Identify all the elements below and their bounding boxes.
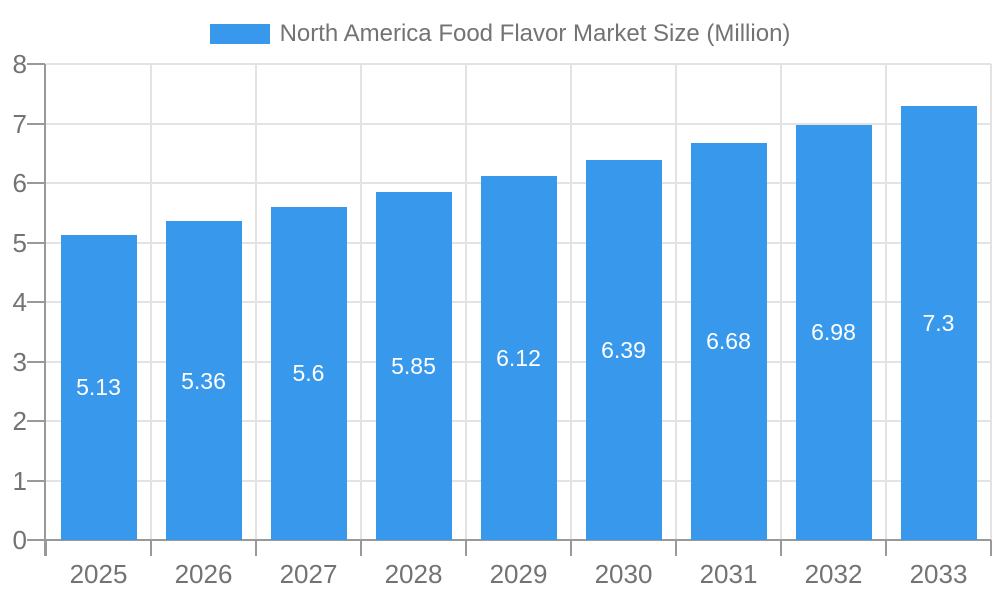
- x-axis-tick: [45, 540, 47, 556]
- gridline-vertical: [255, 64, 257, 540]
- x-axis-tick: [885, 540, 887, 556]
- bar-value-label: 6.98: [811, 319, 856, 346]
- bar[interactable]: 6.12: [480, 175, 557, 540]
- x-axis-tick: [675, 540, 677, 556]
- x-tick-label: 2032: [804, 559, 863, 589]
- y-axis-tick: [27, 301, 45, 303]
- x-axis-tick: [570, 540, 572, 556]
- legend-swatch: [209, 24, 270, 44]
- x-axis-tick: [150, 540, 152, 556]
- bar[interactable]: 5.36: [165, 221, 242, 540]
- y-tick-label: 8: [12, 49, 27, 79]
- y-tick-label: 4: [12, 287, 27, 317]
- x-tick-label: 2027: [279, 559, 338, 589]
- bar-value-label: 7.3: [922, 309, 955, 336]
- x-tick-label: 2030: [594, 559, 653, 589]
- y-tick-label: 0: [12, 525, 27, 555]
- bar-value-label: 5.85: [391, 352, 436, 379]
- y-axis-tick: [27, 479, 45, 482]
- gridline-vertical: [780, 64, 782, 540]
- bar-value-label: 6.12: [496, 344, 541, 371]
- y-tick-label: 7: [12, 108, 27, 139]
- bar-value-label: 5.6: [292, 360, 325, 387]
- y-axis-tick: [27, 63, 45, 65]
- y-axis-tick: [27, 122, 45, 125]
- x-tick-label: 2031: [699, 559, 758, 589]
- x-axis-tick: [360, 540, 362, 556]
- gridline-vertical: [150, 64, 152, 540]
- gridline-vertical: [990, 64, 992, 540]
- bar-value-label: 5.13: [76, 374, 121, 401]
- y-tick-label: 6: [12, 168, 27, 198]
- x-axis-tick: [255, 540, 257, 556]
- gridline-vertical: [885, 64, 887, 540]
- gridline-vertical: [465, 64, 467, 540]
- y-axis-tick: [27, 420, 45, 422]
- bar[interactable]: 5.6: [270, 206, 347, 540]
- bar-value-label: 6.68: [706, 328, 751, 355]
- bar-value-label: 6.39: [601, 336, 646, 363]
- bar[interactable]: 6.98: [795, 124, 872, 540]
- bar[interactable]: 6.39: [585, 159, 662, 540]
- y-axis-tick: [27, 241, 45, 244]
- y-axis-tick: [27, 360, 45, 363]
- x-tick-label: 2028: [384, 559, 443, 589]
- gridline-horizontal: [46, 63, 991, 65]
- x-tick-label: 2033: [909, 559, 968, 589]
- bar[interactable]: 5.85: [375, 191, 452, 540]
- gridline-horizontal: [46, 122, 991, 125]
- y-tick-label: 2: [12, 406, 27, 436]
- y-axis-tick: [27, 182, 45, 184]
- bar-value-label: 5.36: [181, 367, 226, 394]
- y-axis-line: [44, 64, 46, 556]
- x-axis-tick: [465, 540, 467, 556]
- gridline-vertical: [675, 64, 677, 540]
- legend-label: North America Food Flavor Market Size (M…: [279, 20, 791, 47]
- bar[interactable]: 5.13: [60, 234, 137, 540]
- x-axis-tick: [780, 540, 782, 556]
- y-tick-label: 1: [12, 465, 27, 496]
- y-tick-label: 3: [12, 346, 27, 377]
- y-tick-label: 5: [12, 227, 27, 258]
- gridline-vertical: [570, 64, 572, 540]
- x-tick-label: 2029: [489, 559, 548, 589]
- legend[interactable]: North America Food Flavor Market Size (M…: [0, 20, 1000, 48]
- x-tick-label: 2025: [69, 559, 128, 589]
- x-axis-tick: [990, 540, 992, 556]
- gridline-vertical: [360, 64, 362, 540]
- bar[interactable]: 6.68: [690, 142, 767, 540]
- x-tick-label: 2026: [174, 559, 233, 589]
- x-axis-line: [27, 539, 991, 541]
- bar[interactable]: 7.3: [900, 105, 977, 540]
